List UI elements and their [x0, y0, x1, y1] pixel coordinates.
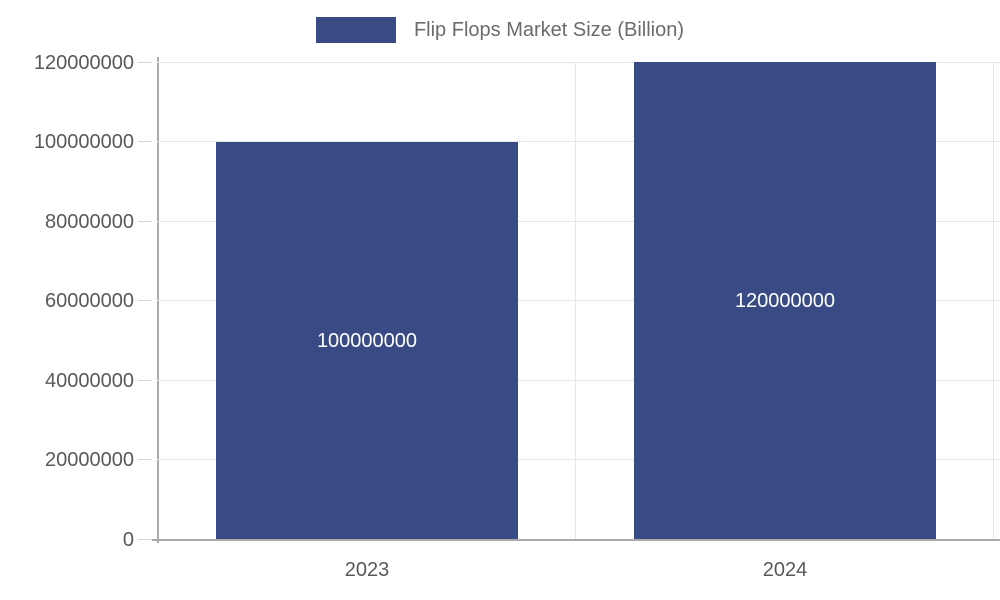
x-axis-line	[152, 539, 1000, 541]
gridline-horizontal	[157, 141, 1000, 142]
y-tick-mark	[138, 300, 152, 301]
bar-value-label-2023: 100000000	[316, 330, 418, 352]
y-tick-label-60000000: 60000000	[45, 290, 134, 312]
y-tick-label-120000000: 120000000	[33, 52, 134, 74]
y-tick-label-0: 0	[122, 529, 134, 551]
y-tick-label-80000000: 80000000	[45, 211, 134, 233]
legend-color-swatch-icon	[315, 17, 396, 43]
y-tick-label-20000000: 20000000	[45, 449, 134, 471]
gridline-horizontal	[157, 380, 1000, 381]
y-tick-label-40000000: 40000000	[45, 370, 134, 392]
gridline-horizontal	[157, 62, 1000, 63]
y-tick-mark	[138, 380, 152, 381]
y-tick-mark	[138, 62, 152, 63]
bar-2023[interactable]: 100000000	[216, 142, 518, 539]
gridline-horizontal	[157, 459, 1000, 460]
y-tick-mark	[138, 221, 152, 222]
bar-2024[interactable]: 120000000	[634, 62, 936, 539]
gridline-horizontal	[157, 221, 1000, 222]
y-tick-label-100000000: 100000000	[33, 131, 134, 153]
gridline-vertical	[575, 62, 576, 539]
gridline-vertical	[993, 62, 994, 539]
plot-area: 100000000 120000000	[157, 62, 1000, 539]
y-tick-mark	[138, 539, 152, 540]
y-tick-mark	[138, 141, 152, 142]
chart-legend: Flip Flops Market Size (Billion)	[0, 14, 1000, 46]
legend-item-flip-flops-market-size[interactable]: Flip Flops Market Size (Billion)	[315, 17, 685, 43]
bar-value-label-2024: 120000000	[734, 290, 836, 312]
legend-item-label: Flip Flops Market Size (Billion)	[413, 19, 685, 41]
gridline-horizontal	[157, 300, 1000, 301]
y-tick-mark	[138, 459, 152, 460]
x-tick-label-2023: 2023	[344, 559, 390, 581]
x-tick-label-2024: 2024	[762, 559, 808, 581]
